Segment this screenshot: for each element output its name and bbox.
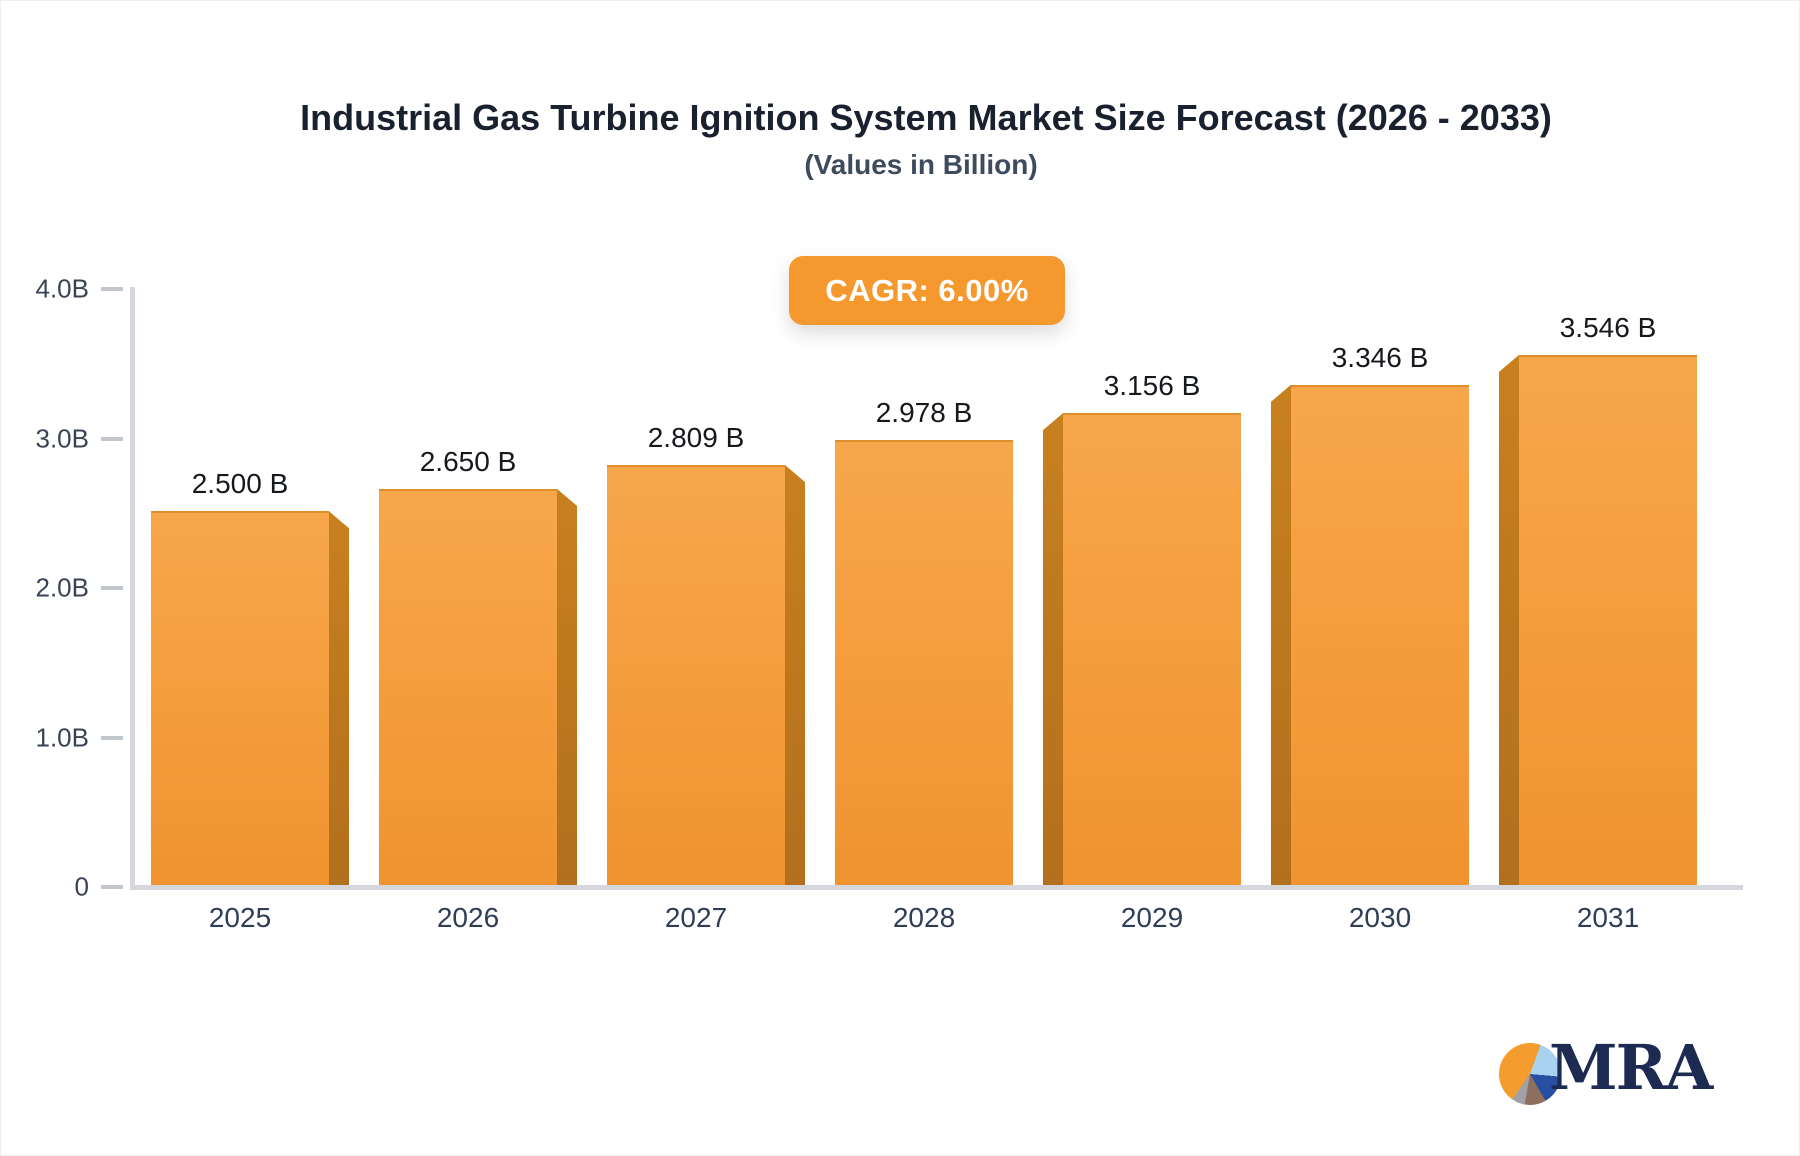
bar: [1063, 413, 1241, 885]
bar-value-label: 3.156 B: [1103, 370, 1201, 402]
bar: [379, 488, 557, 885]
bar-3d-side: [785, 465, 805, 885]
x-axis-category-label: 2025: [208, 902, 272, 933]
y-axis-line: [130, 287, 135, 890]
x-axis-line: [130, 885, 1743, 890]
bar-value-label: 3.546 B: [1559, 311, 1657, 343]
x-axis-category-label: 2026: [436, 902, 500, 933]
x-axis-category-label: 2028: [892, 902, 956, 933]
cagr-badge-label: CAGR: 6.00%: [825, 272, 1029, 308]
x-axis-category-label: 2030: [1348, 902, 1412, 933]
bar: [151, 511, 329, 885]
mra-logo: MRA: [1499, 1031, 1739, 1119]
y-axis-tick-mark: [101, 586, 123, 590]
y-axis-tick-mark: [101, 287, 123, 291]
bar: [1519, 354, 1697, 885]
bar-value-label: 2.978 B: [875, 396, 973, 428]
mra-logo-text: MRA: [1549, 1031, 1713, 1104]
cagr-badge: CAGR: 6.00%: [789, 256, 1065, 325]
bar-3d-side: [1271, 384, 1291, 885]
bar-value-label: 2.650 B: [419, 445, 517, 477]
bar: [835, 439, 1013, 885]
bar-value-label: 3.346 B: [1331, 341, 1429, 373]
x-axis-category-label: 2027: [664, 902, 728, 933]
y-axis-tick-mark: [101, 735, 123, 740]
bar-value-label: 2.500 B: [191, 468, 289, 500]
y-axis-tick-label: 4.0B: [35, 273, 90, 304]
chart-subtitle: (Values in Billion): [804, 149, 1038, 180]
bar-3d-side: [329, 511, 349, 885]
bar: [1291, 384, 1469, 885]
y-axis-tick-label: 0: [74, 871, 89, 902]
x-axis-category-label: 2029: [1120, 902, 1184, 933]
bar-3d-side: [557, 488, 577, 885]
bar-3d-side: [1043, 413, 1063, 885]
chart-title: Industrial Gas Turbine Ignition System M…: [300, 97, 1552, 138]
y-axis-tick-label: 3.0B: [35, 423, 90, 453]
pie-chart-logo-icon: [1499, 1043, 1561, 1105]
y-axis-tick-mark: [101, 436, 123, 441]
y-axis-tick-label: 1.0B: [35, 722, 90, 752]
x-axis-category-label: 2031: [1576, 902, 1640, 933]
bar: [607, 465, 785, 885]
bar-value-label: 2.809 B: [647, 422, 745, 454]
bar-3d-side: [1499, 354, 1519, 885]
y-axis-tick-label: 2.0B: [35, 572, 90, 603]
y-axis-tick-mark: [101, 885, 123, 889]
